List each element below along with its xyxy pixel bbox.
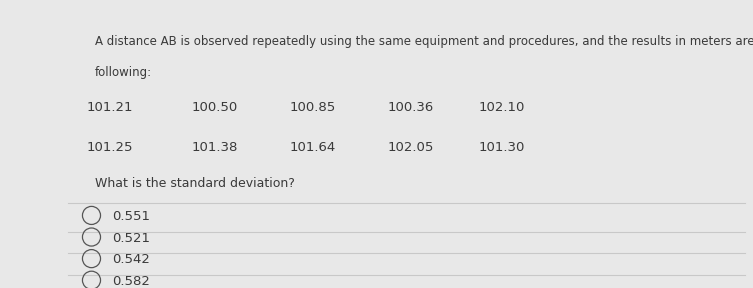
Text: 0.582: 0.582	[111, 275, 150, 288]
Text: 100.36: 100.36	[388, 101, 434, 114]
Text: A distance AB is observed repeatedly using the same equipment and procedures, an: A distance AB is observed repeatedly usi…	[95, 35, 753, 48]
Text: 100.50: 100.50	[192, 101, 238, 114]
Text: 101.25: 101.25	[87, 141, 133, 154]
Text: 100.85: 100.85	[290, 101, 336, 114]
Text: 101.30: 101.30	[478, 141, 525, 154]
Text: 102.10: 102.10	[478, 101, 525, 114]
Text: 0.551: 0.551	[111, 210, 150, 223]
Text: 101.64: 101.64	[290, 141, 336, 154]
Text: What is the standard deviation?: What is the standard deviation?	[95, 177, 294, 190]
Text: 0.521: 0.521	[111, 232, 150, 245]
Text: 101.21: 101.21	[87, 101, 133, 114]
Text: 102.05: 102.05	[388, 141, 434, 154]
Text: 0.542: 0.542	[111, 253, 150, 266]
Text: 101.38: 101.38	[192, 141, 239, 154]
Text: following:: following:	[95, 66, 152, 79]
